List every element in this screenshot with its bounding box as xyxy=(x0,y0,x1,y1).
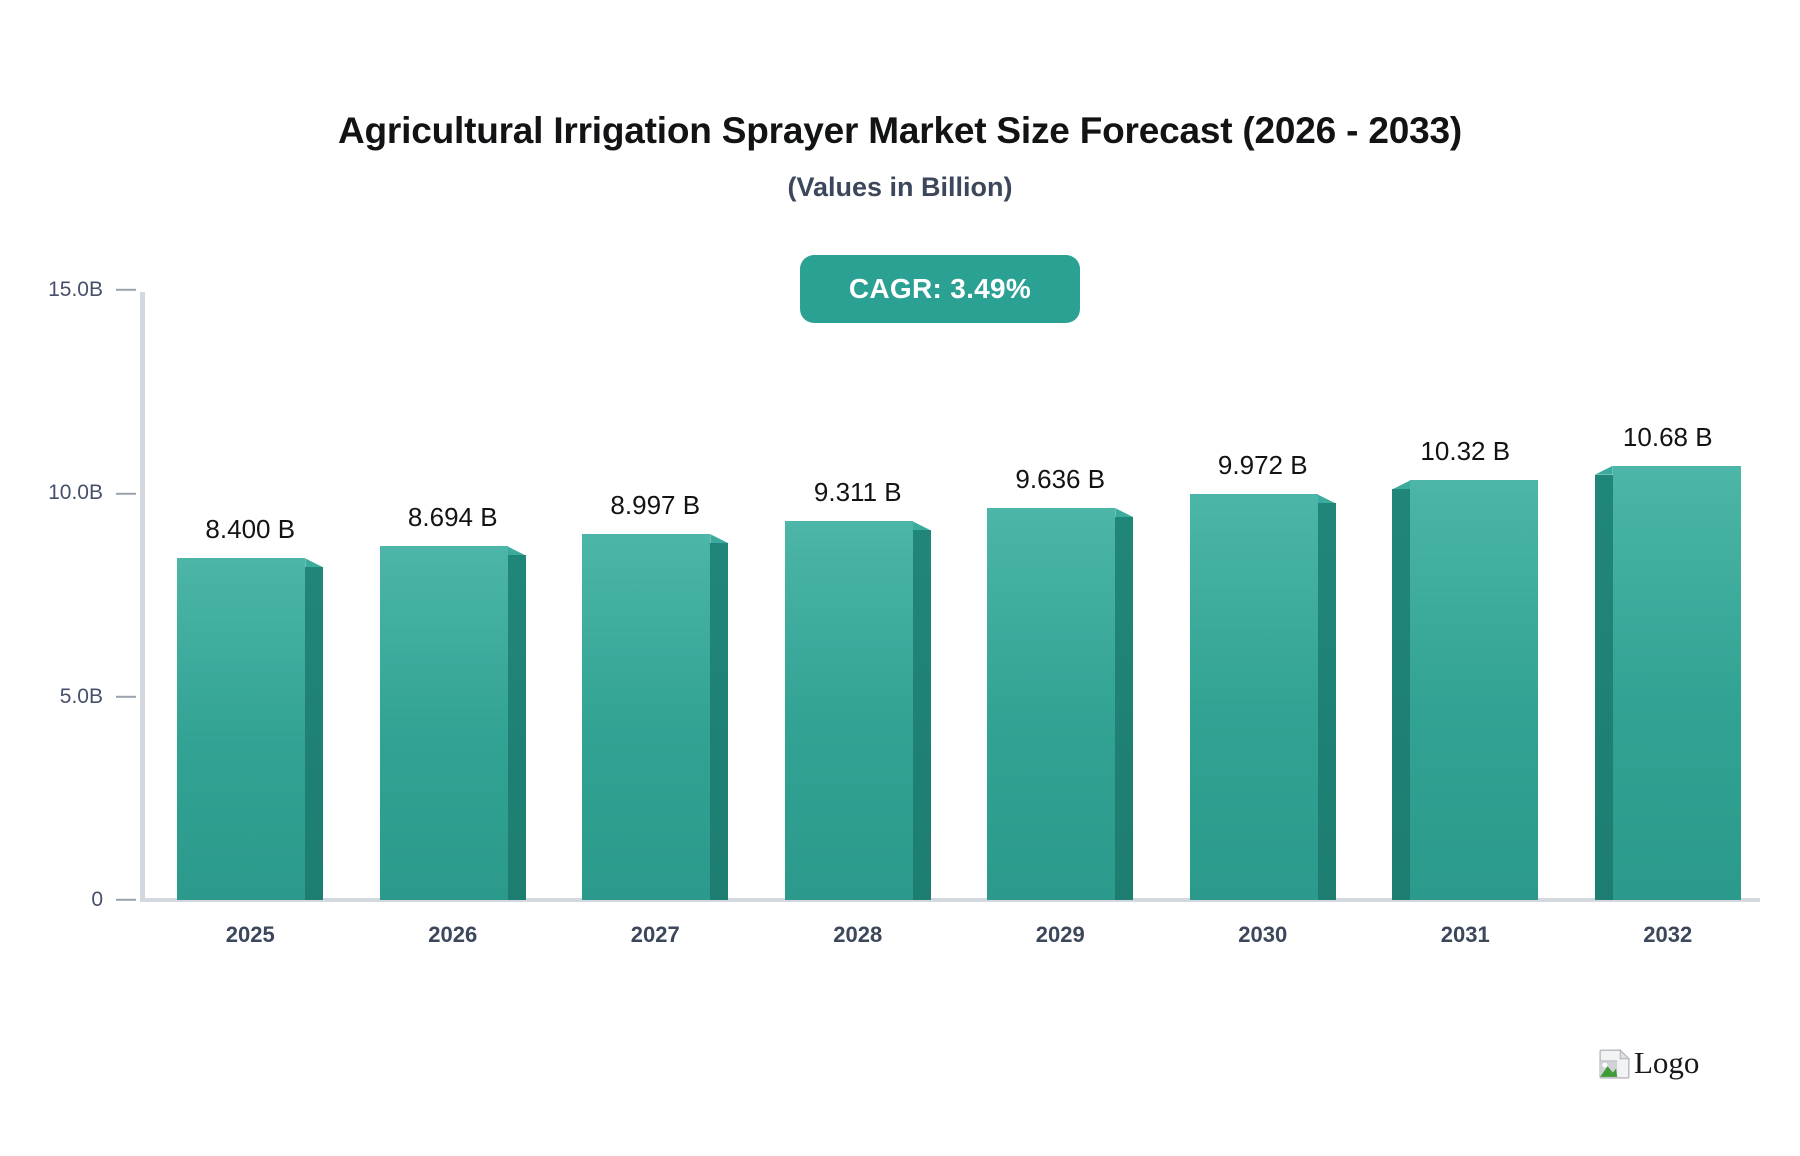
bar-front-face xyxy=(987,508,1116,900)
x-axis-tick-label: 2025 xyxy=(225,922,275,947)
x-axis-tick-label: 2028 xyxy=(833,922,883,947)
bar-item[interactable] xyxy=(177,558,324,900)
bar-front-face xyxy=(582,534,711,900)
plot-area xyxy=(140,290,1760,900)
bar-top-face xyxy=(710,534,729,544)
bar-data-label: 9.311 B xyxy=(813,477,902,508)
bar-item[interactable] xyxy=(379,546,526,900)
bar-front-face xyxy=(177,558,306,900)
bar-front-face xyxy=(1612,465,1741,900)
y-axis-tick-label: 15.0B xyxy=(48,278,103,302)
bar-data-label: 9.972 B xyxy=(1217,450,1308,481)
bar-item[interactable] xyxy=(1392,480,1539,900)
y-axis-tick-mark xyxy=(116,492,136,495)
bar-top-face xyxy=(507,546,526,556)
y-axis-tick-mark xyxy=(116,695,136,698)
bar-front-face xyxy=(379,546,508,900)
bar-side-face xyxy=(1594,474,1613,900)
bar-side-face xyxy=(507,555,526,900)
bar-side-face xyxy=(710,543,729,900)
cagr-badge: CAGR: 3.49% xyxy=(800,255,1080,323)
bar-front-face xyxy=(1189,494,1318,900)
x-axis-tick-label: 2030 xyxy=(1238,922,1288,947)
bar-front-face xyxy=(784,521,913,900)
chart-subtitle: (Values in Billion) xyxy=(787,172,1013,202)
y-axis-tick: 0 xyxy=(0,888,136,912)
x-axis-tick-label: 2031 xyxy=(1440,922,1490,947)
y-axis-tick: 15.0B xyxy=(0,278,136,302)
bar-top-face xyxy=(1392,480,1411,490)
bar-top-face xyxy=(1115,508,1134,518)
bar-data-label: 8.997 B xyxy=(610,490,701,521)
logo-placeholder: Logo xyxy=(1598,1045,1699,1081)
bar-data-label: 9.636 B xyxy=(1015,464,1106,495)
bar-item[interactable] xyxy=(582,534,729,900)
y-axis-tick-label: 10.0B xyxy=(48,481,103,505)
bar-data-label: 8.400 B xyxy=(205,514,296,545)
y-axis-tick: 10.0B xyxy=(0,481,136,505)
bar-data-label: 8.694 B xyxy=(407,502,498,533)
bar-item[interactable] xyxy=(1189,494,1336,900)
bar-side-face xyxy=(305,567,324,900)
bar-front-face xyxy=(1410,480,1539,900)
bar-side-face xyxy=(1392,489,1411,900)
x-axis-tick-label: 2032 xyxy=(1643,922,1693,947)
y-axis-tick-label: 5.0B xyxy=(59,684,103,708)
y-axis-tick-label: 0 xyxy=(91,888,103,912)
bar-side-face xyxy=(1317,503,1336,900)
x-axis-line xyxy=(140,898,1760,902)
bar-top-face xyxy=(912,521,931,531)
chart-title: Agricultural Irrigation Sprayer Market S… xyxy=(338,110,1462,151)
x-axis-tick-label: 2027 xyxy=(630,922,680,947)
bar-item[interactable] xyxy=(1594,465,1741,900)
x-axis-tick-label: 2029 xyxy=(1035,922,1085,947)
y-axis-tick: 5.0B xyxy=(0,684,136,708)
y-axis-tick-mark xyxy=(116,899,136,902)
y-axis-tick-mark xyxy=(116,289,136,292)
bar-top-face xyxy=(1317,494,1336,504)
bar-side-face xyxy=(912,530,931,900)
cagr-badge-label: CAGR: 3.49% xyxy=(848,273,1032,304)
y-axis-line xyxy=(140,292,145,900)
bar-data-label: 10.32 B xyxy=(1420,436,1511,467)
bar-data-label: 10.68 B xyxy=(1622,421,1713,452)
broken-image-icon xyxy=(1599,1048,1631,1079)
bar-top-face xyxy=(1594,465,1613,475)
logo-alt-text: Logo xyxy=(1634,1045,1700,1080)
bar-item[interactable] xyxy=(987,508,1134,900)
bar-side-face xyxy=(1115,517,1134,900)
bar-item[interactable] xyxy=(784,521,931,900)
x-axis-tick-label: 2026 xyxy=(428,922,478,947)
bar-top-face xyxy=(305,558,324,568)
